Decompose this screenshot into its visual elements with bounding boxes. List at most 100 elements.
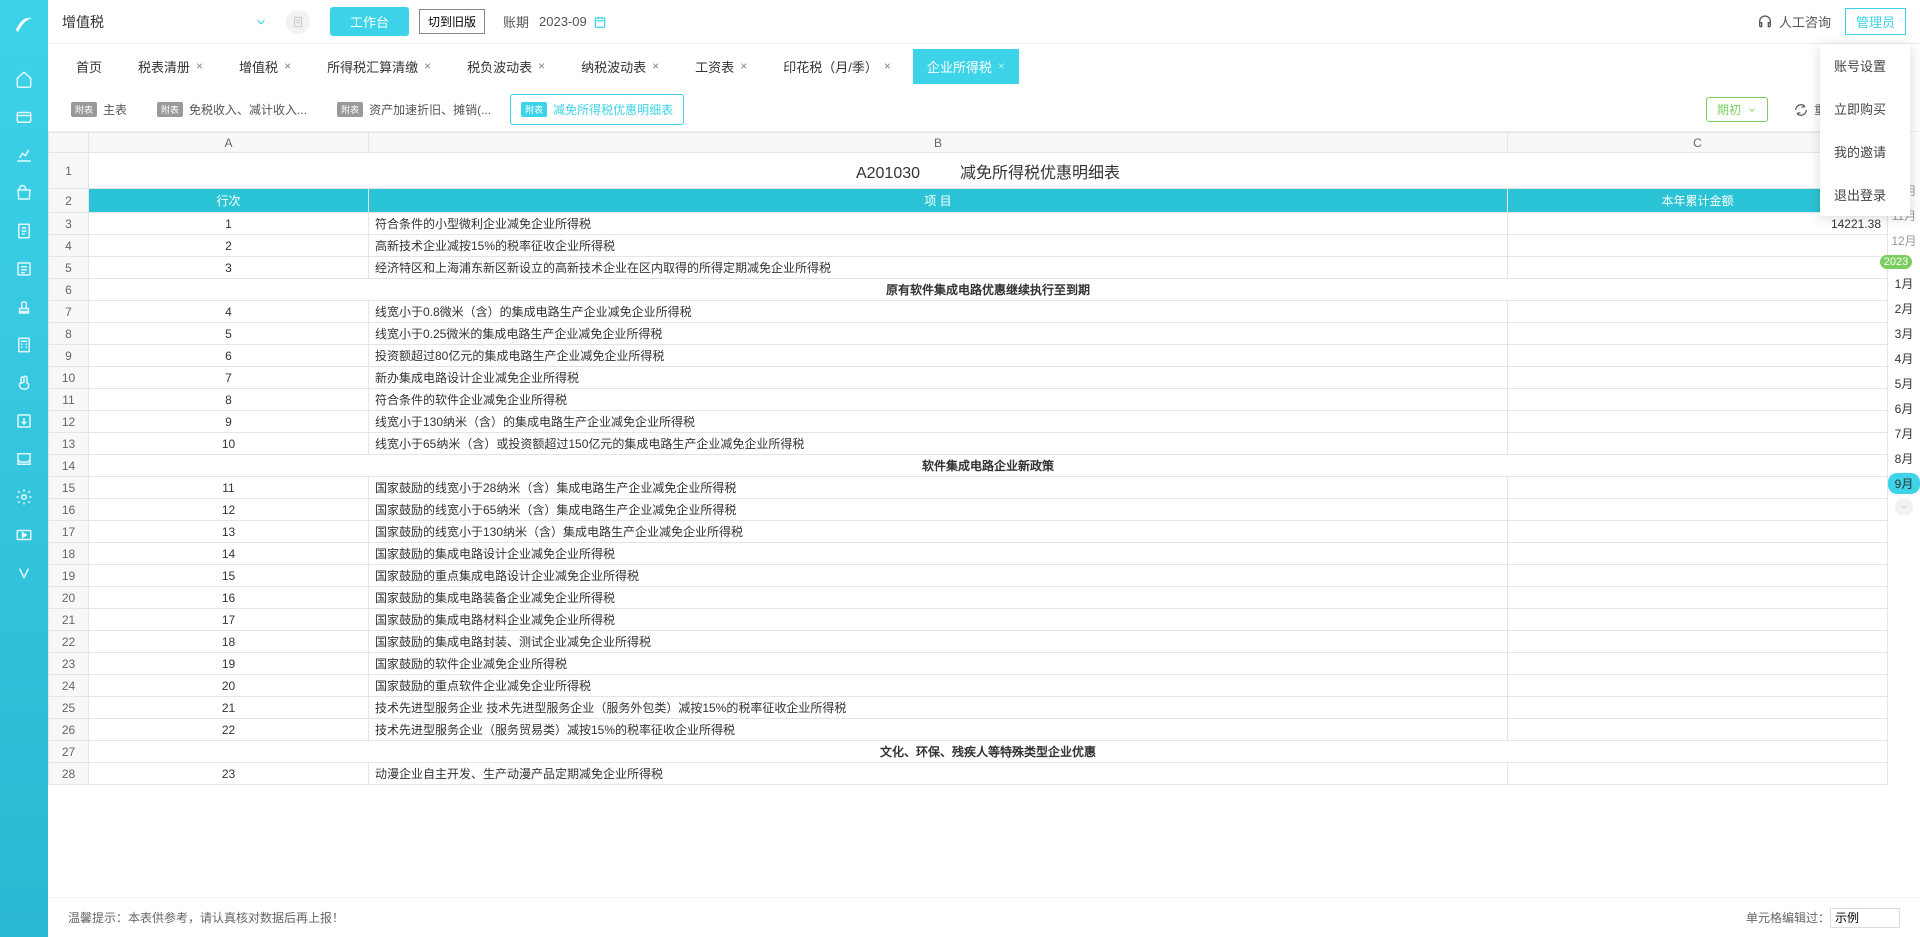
cell[interactable] xyxy=(1508,719,1888,741)
nav-list-icon[interactable] xyxy=(0,250,48,288)
admin-button[interactable]: 管理员 xyxy=(1845,8,1906,35)
cell[interactable]: 19 xyxy=(89,653,369,675)
cell[interactable]: 13 xyxy=(89,521,369,543)
consult-link[interactable]: 人工咨询 xyxy=(1757,12,1831,31)
sheet-area[interactable]: ABC1A201030减免所得税优惠明细表2行次项 目本年累计金额31符合条件的… xyxy=(48,132,1920,897)
cell[interactable]: 20 xyxy=(89,675,369,697)
main-tab[interactable]: 首页 xyxy=(62,49,116,84)
nav-stamp-icon[interactable] xyxy=(0,288,48,326)
month-item[interactable]: 4月 xyxy=(1888,348,1920,369)
cell[interactable]: 国家鼓励的软件企业减免企业所得税 xyxy=(369,653,1508,675)
cell[interactable]: 新办集成电路设计企业减免企业所得税 xyxy=(369,367,1508,389)
main-tab[interactable]: 所得税汇算清缴× xyxy=(313,49,445,84)
row-header[interactable]: 3 xyxy=(49,213,89,235)
month-item[interactable]: 7月 xyxy=(1888,423,1920,444)
row-header[interactable]: 26 xyxy=(49,719,89,741)
cell[interactable]: 国家鼓励的重点软件企业减免企业所得税 xyxy=(369,675,1508,697)
old-version-button[interactable]: 切到旧版 xyxy=(419,9,485,34)
user-menu-item[interactable]: 账号设置 xyxy=(1820,44,1910,87)
cell-edit-input[interactable] xyxy=(1830,908,1900,928)
cell[interactable]: 7 xyxy=(89,367,369,389)
nav-inbox-icon[interactable] xyxy=(0,440,48,478)
tax-type-dropdown[interactable]: 增值税 xyxy=(62,12,268,32)
row-header[interactable]: 4 xyxy=(49,235,89,257)
cell[interactable]: 国家鼓励的集成电路设计企业减免企业所得税 xyxy=(369,543,1508,565)
close-icon[interactable]: × xyxy=(538,59,545,73)
cell[interactable] xyxy=(1508,257,1888,279)
cell[interactable] xyxy=(1508,631,1888,653)
row-header[interactable]: 11 xyxy=(49,389,89,411)
row-header[interactable]: 25 xyxy=(49,697,89,719)
cell[interactable]: 线宽小于65纳米（含）或投资额超过150亿元的集成电路生产企业减免企业所得税 xyxy=(369,433,1508,455)
cell[interactable]: 国家鼓励的线宽小于65纳米（含）集成电路生产企业减免企业所得税 xyxy=(369,499,1508,521)
cell[interactable]: 符合条件的小型微利企业减免企业所得税 xyxy=(369,213,1508,235)
row-header[interactable]: 20 xyxy=(49,587,89,609)
cell[interactable]: 符合条件的软件企业减免企业所得税 xyxy=(369,389,1508,411)
cell[interactable] xyxy=(1508,345,1888,367)
main-tab[interactable]: 税负波动表× xyxy=(453,49,559,84)
row-header[interactable]: 22 xyxy=(49,631,89,653)
cell[interactable]: 14 xyxy=(89,543,369,565)
cell[interactable]: 17 xyxy=(89,609,369,631)
row-header[interactable]: 21 xyxy=(49,609,89,631)
subtab[interactable]: 附表减免所得税优惠明细表 xyxy=(510,94,684,125)
nav-chart-icon[interactable] xyxy=(0,136,48,174)
month-item[interactable]: 6月 xyxy=(1888,398,1920,419)
cell[interactable]: 18 xyxy=(89,631,369,653)
cell[interactable] xyxy=(1508,587,1888,609)
row-header[interactable]: 7 xyxy=(49,301,89,323)
month-item[interactable]: 9月 xyxy=(1888,473,1920,494)
close-icon[interactable]: × xyxy=(284,59,291,73)
cell[interactable]: 线宽小于0.8微米（含）的集成电路生产企业减免企业所得税 xyxy=(369,301,1508,323)
close-icon[interactable]: × xyxy=(424,59,431,73)
main-tab[interactable]: 工资表× xyxy=(681,49,761,84)
cell[interactable]: 8 xyxy=(89,389,369,411)
cell[interactable]: 23 xyxy=(89,763,369,785)
row-header[interactable]: 13 xyxy=(49,433,89,455)
row-header[interactable]: 14 xyxy=(49,455,89,477)
nav-bag-icon[interactable] xyxy=(0,174,48,212)
cell[interactable]: 9 xyxy=(89,411,369,433)
month-item[interactable]: 3月 xyxy=(1888,323,1920,344)
nav-home-icon[interactable] xyxy=(0,60,48,98)
cell[interactable]: 线宽小于0.25微米的集成电路生产企业减免企业所得税 xyxy=(369,323,1508,345)
cell[interactable]: 15 xyxy=(89,565,369,587)
cell[interactable]: 22 xyxy=(89,719,369,741)
row-header[interactable]: 19 xyxy=(49,565,89,587)
cell[interactable]: 技术先进型服务企业 技术先进型服务企业（服务外包类）减按15%的税率征收企业所得… xyxy=(369,697,1508,719)
cell[interactable]: 经济特区和上海浦东新区新设立的高新技术企业在区内取得的所得定期减免企业所得税 xyxy=(369,257,1508,279)
nav-hand-icon[interactable] xyxy=(0,364,48,402)
cell[interactable] xyxy=(1508,323,1888,345)
cell[interactable]: 技术先进型服务企业（服务贸易类）减按15%的税率征收企业所得税 xyxy=(369,719,1508,741)
sheet-corner[interactable] xyxy=(49,133,89,153)
close-icon[interactable]: × xyxy=(740,59,747,73)
cell[interactable] xyxy=(1508,653,1888,675)
month-item[interactable]: 8月 xyxy=(1888,448,1920,469)
cell[interactable]: 5 xyxy=(89,323,369,345)
cell[interactable]: 3 xyxy=(89,257,369,279)
row-header[interactable]: 2 xyxy=(49,189,89,213)
row-header[interactable]: 24 xyxy=(49,675,89,697)
month-item[interactable]: 1月 xyxy=(1888,273,1920,294)
cell[interactable] xyxy=(1508,301,1888,323)
cell[interactable]: 12 xyxy=(89,499,369,521)
period-picker[interactable]: 2023-09 xyxy=(539,14,607,29)
month-item[interactable]: 2月 xyxy=(1888,298,1920,319)
row-header[interactable]: 5 xyxy=(49,257,89,279)
cell[interactable] xyxy=(1508,609,1888,631)
period-initial-dropdown[interactable]: 期初 xyxy=(1706,97,1768,122)
chevron-down-icon[interactable] xyxy=(1895,498,1913,516)
row-header[interactable]: 16 xyxy=(49,499,89,521)
cell[interactable]: 4 xyxy=(89,301,369,323)
doc-circle-icon[interactable] xyxy=(286,10,310,34)
cell[interactable] xyxy=(1508,675,1888,697)
row-header[interactable]: 23 xyxy=(49,653,89,675)
nav-v-icon[interactable] xyxy=(0,554,48,592)
nav-video-icon[interactable] xyxy=(0,516,48,554)
cell[interactable]: 国家鼓励的集成电路封装、测试企业减免企业所得税 xyxy=(369,631,1508,653)
main-tab[interactable]: 纳税波动表× xyxy=(567,49,673,84)
close-icon[interactable]: × xyxy=(884,59,891,73)
cell[interactable] xyxy=(1508,521,1888,543)
column-header[interactable]: A xyxy=(89,133,369,153)
cell[interactable]: 国家鼓励的集成电路材料企业减免企业所得税 xyxy=(369,609,1508,631)
